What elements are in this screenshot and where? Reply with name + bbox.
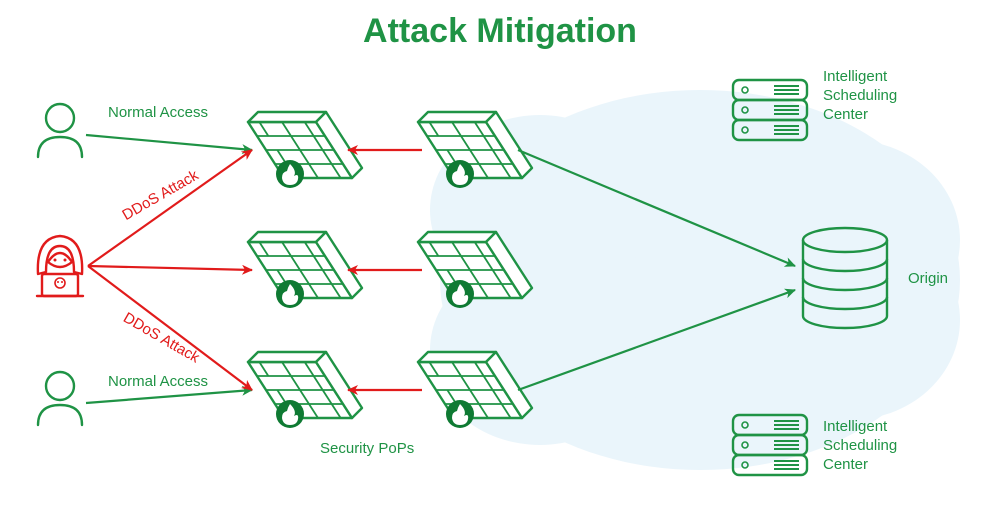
label-isc-top-l2: Scheduling — [823, 87, 897, 104]
label-origin: Origin — [908, 270, 948, 289]
label-normal-access-bottom: Normal Access — [108, 373, 208, 392]
user-icon — [38, 104, 82, 157]
label-isc-top-l3: Center — [823, 106, 868, 123]
label-normal-access-top: Normal Access — [108, 104, 208, 123]
label-isc-top: Intelligent Scheduling Center — [823, 68, 897, 124]
hacker-icon — [37, 236, 83, 296]
fire-icon — [276, 280, 304, 308]
label-isc-bottom: Intelligent Scheduling Center — [823, 418, 897, 474]
label-isc-bottom-l1: Intelligent — [823, 418, 887, 435]
label-isc-bottom-l3: Center — [823, 456, 868, 473]
label-security-pops: Security PoPs — [320, 440, 414, 459]
fire-icon — [446, 280, 474, 308]
edge-arrow — [86, 390, 252, 403]
label-isc-top-l1: Intelligent — [823, 68, 887, 85]
edge-arrow — [88, 150, 252, 266]
fire-icon — [276, 160, 304, 188]
firewall-icon — [248, 232, 362, 308]
label-isc-bottom-l2: Scheduling — [823, 437, 897, 454]
edge-arrow — [86, 135, 252, 150]
firewall-icon — [248, 112, 362, 188]
user-icon — [38, 372, 82, 425]
fire-icon — [276, 400, 304, 428]
edge-arrow — [88, 266, 252, 270]
firewall-icon — [248, 352, 362, 428]
fire-icon — [446, 160, 474, 188]
edge-arrow — [88, 266, 252, 390]
fire-icon — [446, 400, 474, 428]
